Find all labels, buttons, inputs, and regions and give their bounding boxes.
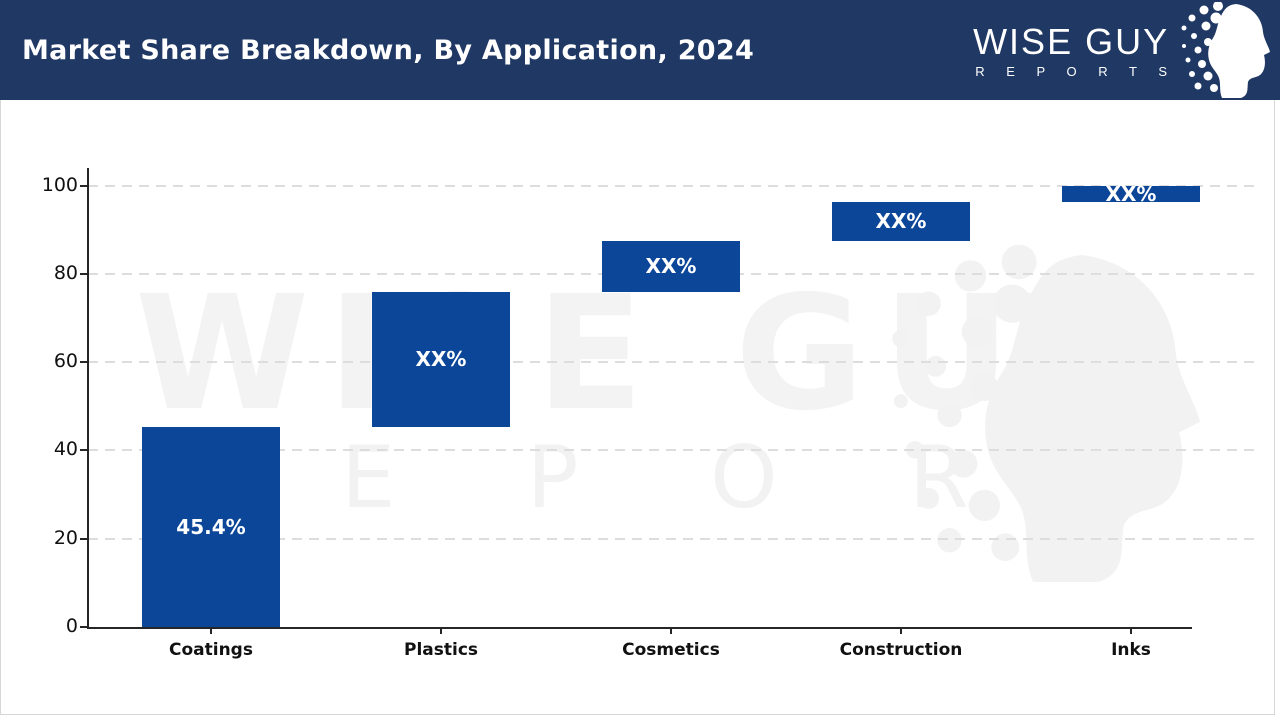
chart-title: Market Share Breakdown, By Application, … [22,34,755,66]
brand-logo-text: WISE GUY R E P O R T S [966,21,1176,79]
x-tick-label-coatings: Coatings [169,640,253,660]
y-tick-label: 80 [53,261,78,284]
y-tick-mark [80,626,87,628]
watermark-wiseguy: WISE GUY [135,262,1162,446]
y-tick-mark [80,184,87,187]
gridline-20 [88,537,1254,540]
gridline-100 [88,184,1254,187]
bar-value-label: XX% [875,209,927,234]
x-axis-line [87,627,1192,629]
page-border-bottom [0,714,1275,715]
y-tick-label: 40 [53,438,78,461]
y-tick-mark [80,537,87,540]
logo-head-icon [1181,2,1270,98]
x-tick-label-construction: Construction [839,640,963,660]
gridline-60 [88,361,1254,364]
x-tick-mark [900,627,902,634]
bar-cosmetics: XX% [602,240,740,292]
y-axis-line [87,168,89,629]
bar-value-label: 45.4% [176,514,246,539]
x-tick-mark [1130,627,1132,634]
brand-logo: WISE GUY R E P O R T S [966,2,1270,98]
bar-coatings: 45.4% [142,426,280,627]
bar-plastics: XX% [372,292,510,427]
watermark-head-icon [892,244,1200,582]
y-tick-label: 20 [53,526,78,549]
x-tick-label-plastics: Plastics [403,640,479,660]
gridline-40 [88,449,1254,452]
bar-construction: XX% [832,201,970,241]
y-tick-label: 0 [65,615,78,637]
x-tick-label-inks: Inks [1111,640,1151,660]
bar-inks: XX% [1062,181,1200,206]
y-tick-label: 60 [53,350,78,373]
y-tick-mark [80,449,87,452]
x-tick-mark [440,627,442,634]
header: Market Share Breakdown, By Application, … [0,0,1280,100]
bar-value-label: XX% [645,254,697,279]
y-tick-mark [80,272,87,275]
x-tick-label-cosmetics: Cosmetics [622,640,720,660]
y-tick-mark [80,361,87,364]
y-tick-label: 100 [41,173,78,196]
bar-value-label: XX% [415,347,467,372]
bar-value-label: XX% [1105,181,1157,206]
logo-wiseguy-label: WISE GUY [973,21,1170,62]
x-tick-mark [210,627,212,634]
x-tick-mark [670,627,672,634]
logo-reports-label: R E P O R T S [975,64,1176,79]
page-border-right [1274,100,1275,715]
page-border-left [0,100,1,715]
